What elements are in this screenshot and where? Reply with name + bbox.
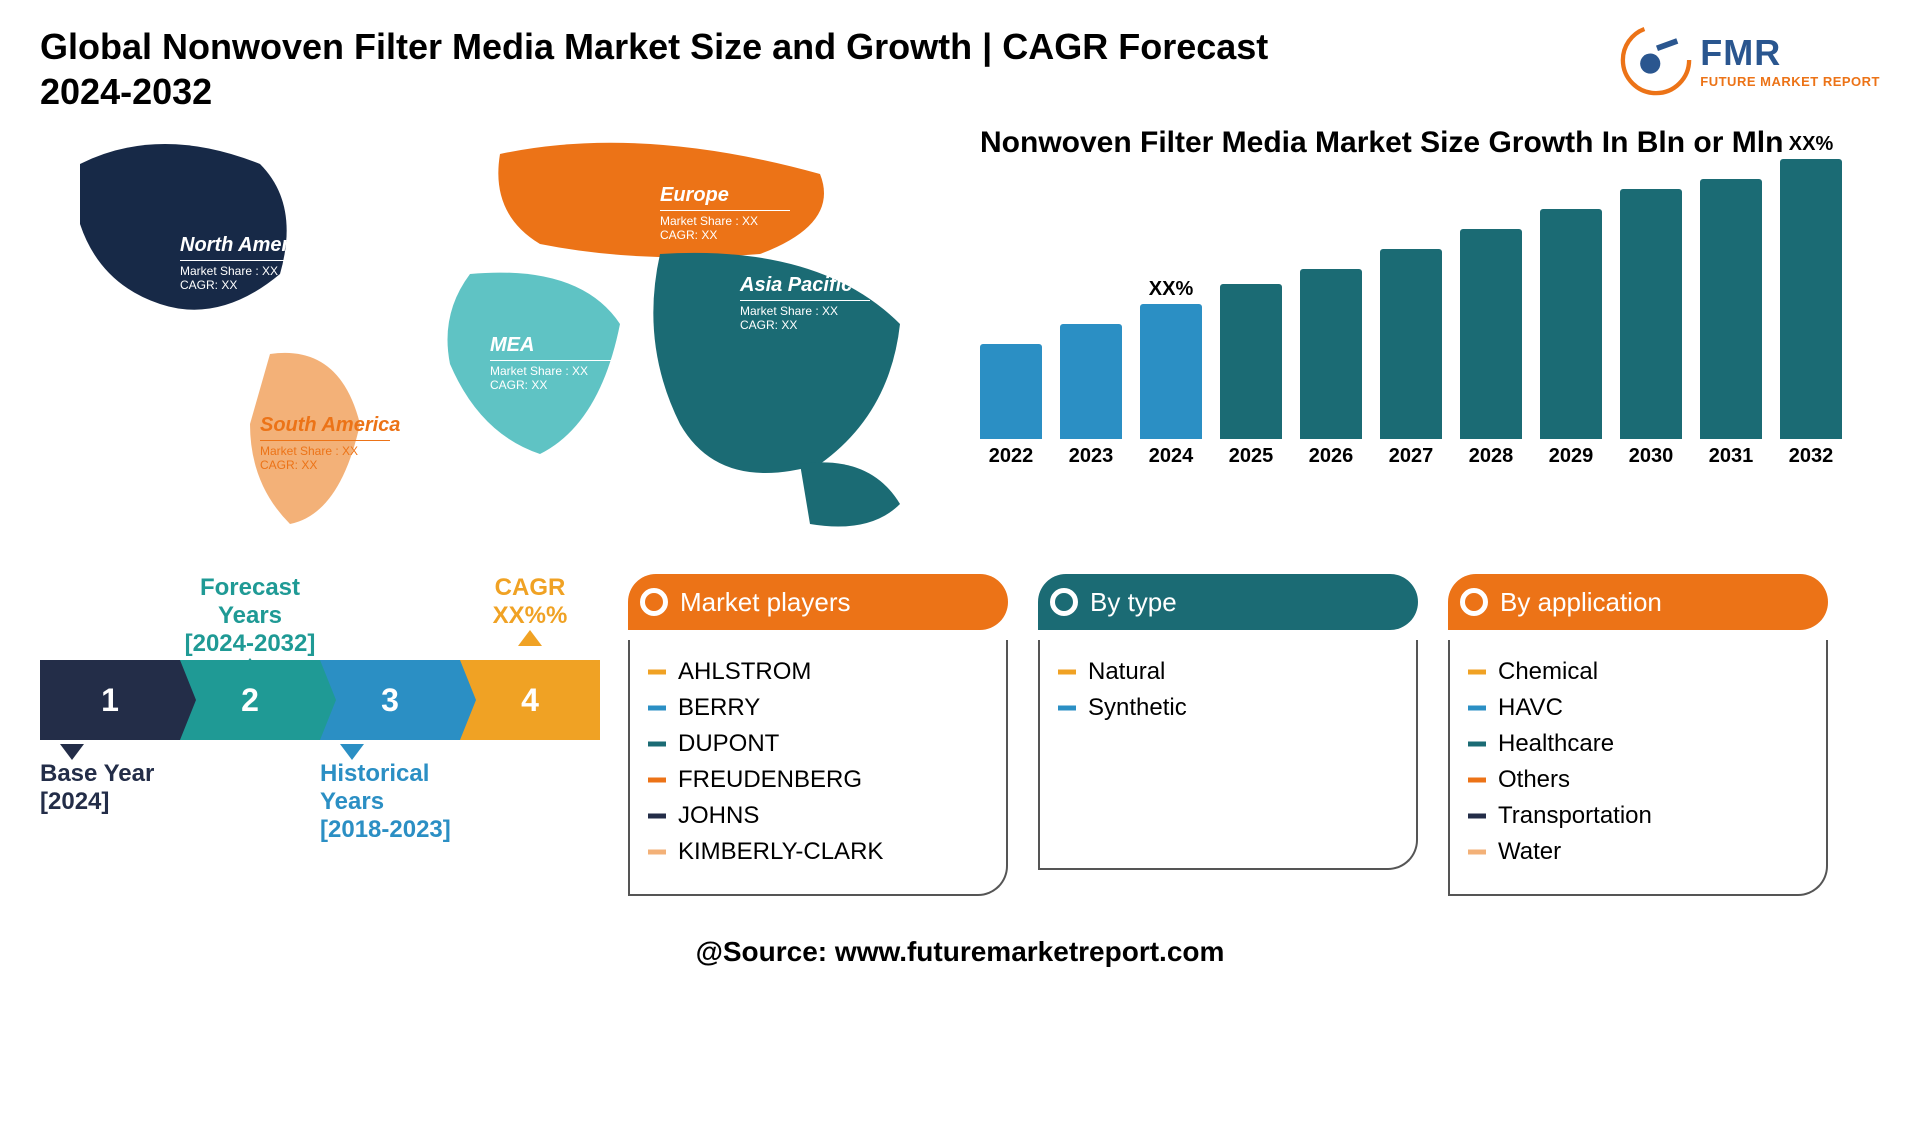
timeline-seg-3: 3 xyxy=(320,660,460,740)
tl-label: Base Year[2024] xyxy=(40,744,180,816)
timeline-seg-1: 1 xyxy=(40,660,180,740)
segments: Market players AHLSTROMBERRYDUPONTFREUDEN… xyxy=(628,574,1828,896)
page-title: Global Nonwoven Filter Media Market Size… xyxy=(40,24,1320,114)
list-item: BERRY xyxy=(648,690,988,726)
bar-2026: 2026 xyxy=(1300,269,1362,468)
region-label-asia-pacific: Asia PacificMarket Share : XXCAGR: XX xyxy=(740,274,870,332)
bar-2025: 2025 xyxy=(1220,284,1282,468)
tl-label: Forecast Years[2024-2032] xyxy=(180,574,320,674)
list-item: AHLSTROM xyxy=(648,654,988,690)
list-item: Water xyxy=(1468,834,1808,870)
bar-2022: 2022 xyxy=(980,344,1042,468)
logo-text: FMR xyxy=(1700,32,1880,74)
logo: FMR FUTURE MARKET REPORT xyxy=(1620,24,1880,96)
chart-title: Nonwoven Filter Media Market Size Growth… xyxy=(980,124,1880,162)
bar-row: 2022 2023 XX%2024 2025 2026 2027 2028 2029 2030 2… xyxy=(980,168,1880,468)
list-item: JOHNS xyxy=(648,798,988,834)
source-line: @Source: www.futuremarketreport.com xyxy=(40,936,1880,968)
logo-subtext: FUTURE MARKET REPORT xyxy=(1700,74,1880,89)
tl-label: CAGRXX%% xyxy=(460,574,600,646)
region-label-north-america: North AmericaMarket Share : XXCAGR: XX xyxy=(180,234,317,292)
bar-2027: 2027 xyxy=(1380,249,1442,468)
region-label-south-america: South AmericaMarket Share : XXCAGR: XX xyxy=(260,414,400,472)
bar-2028: 2028 xyxy=(1460,229,1522,468)
lower-section: Forecast Years[2024-2032] CAGRXX%% 1234 B… xyxy=(40,574,1880,896)
list-item: Synthetic xyxy=(1058,690,1398,726)
segment-by-type: By type NaturalSynthetic xyxy=(1038,574,1418,896)
list-item: Natural xyxy=(1058,654,1398,690)
timeline-seg-4: 4 xyxy=(460,660,600,740)
bar-2029: 2029 xyxy=(1540,209,1602,468)
spyglass-icon xyxy=(1620,24,1692,96)
timeline-seg-2: 2 xyxy=(180,660,320,740)
segment-header: By application xyxy=(1448,574,1828,630)
list-item: Healthcare xyxy=(1468,726,1808,762)
timeline: Forecast Years[2024-2032] CAGRXX%% 1234 B… xyxy=(40,574,600,844)
header: Global Nonwoven Filter Media Market Size… xyxy=(40,24,1880,114)
list-item: Chemical xyxy=(1468,654,1808,690)
segment-header: Market players xyxy=(628,574,1008,630)
list-item: KIMBERLY-CLARK xyxy=(648,834,988,870)
list-item: Transportation xyxy=(1468,798,1808,834)
list-item: FREUDENBERG xyxy=(648,762,988,798)
bar-2031: 2031 xyxy=(1700,179,1762,468)
bar-2030: 2030 xyxy=(1620,189,1682,468)
segment-by-application: By application ChemicalHAVCHealthcareOthe… xyxy=(1448,574,1828,896)
bar-chart: Nonwoven Filter Media Market Size Growth… xyxy=(980,124,1880,544)
region-label-mea: MEAMarket Share : XXCAGR: XX xyxy=(490,334,620,392)
segment-header: By type xyxy=(1038,574,1418,630)
list-item: DUPONT xyxy=(648,726,988,762)
region-label-europe: EuropeMarket Share : XXCAGR: XX xyxy=(660,184,790,242)
list-item: Others xyxy=(1468,762,1808,798)
segment-market-players: Market players AHLSTROMBERRYDUPONTFREUDEN… xyxy=(628,574,1008,896)
bar-2024: XX%2024 xyxy=(1140,304,1202,468)
world-map: North AmericaMarket Share : XXCAGR: XX So… xyxy=(40,124,940,544)
bar-2032: XX%2032 xyxy=(1780,159,1842,468)
tl-label: Historical Years[2018-2023] xyxy=(320,744,460,844)
upper-section: North AmericaMarket Share : XXCAGR: XX So… xyxy=(40,124,1880,544)
list-item: HAVC xyxy=(1468,690,1808,726)
bar-2023: 2023 xyxy=(1060,324,1122,468)
